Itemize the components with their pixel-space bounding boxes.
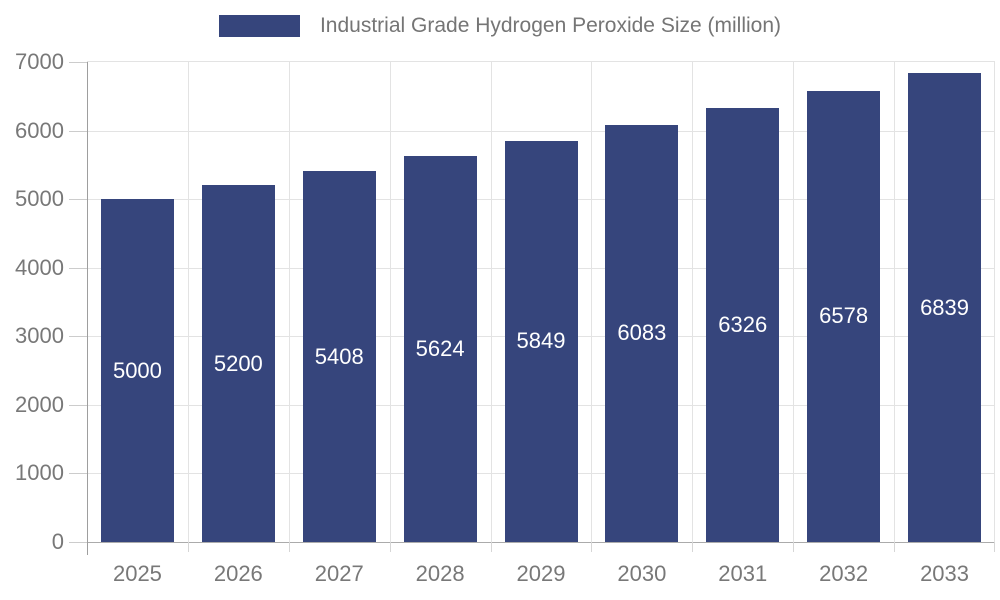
x-axis-tick (994, 542, 995, 552)
y-axis-label: 5000 (15, 186, 64, 212)
bar-2030 (605, 124, 679, 542)
y-axis-tick (69, 62, 87, 63)
bar-2026 (201, 185, 275, 542)
bar-2033 (908, 73, 982, 542)
legend-swatch (218, 15, 300, 37)
x-axis-label: 2033 (920, 561, 970, 586)
x-axis-tick (288, 542, 290, 552)
bar-value-label: 6083 (617, 320, 667, 346)
y-axis-tick (69, 542, 87, 543)
x-axis-line (87, 542, 995, 543)
x-axis-label: 2031 (718, 561, 768, 586)
x-axis-tick (692, 542, 694, 552)
x-axis-label: 2029 (516, 561, 566, 586)
bar-2028 (403, 156, 477, 542)
x-axis-label: 2032 (819, 561, 869, 586)
bar-2025 (100, 199, 174, 542)
x-axis-tick (894, 542, 896, 552)
legend-label: Industrial Grade Hydrogen Peroxide Size … (319, 14, 782, 37)
v-gridline (894, 62, 896, 542)
y-axis-line (87, 62, 88, 555)
x-axis-tick (793, 542, 795, 552)
x-axis-tick (490, 542, 492, 552)
legend[interactable]: Industrial Grade Hydrogen Peroxide Size … (0, 14, 1000, 38)
x-axis-label: 2027 (314, 561, 364, 586)
v-gridline (288, 62, 290, 542)
y-axis-label: 1000 (15, 460, 64, 486)
bar-value-label: 5624 (415, 336, 465, 362)
y-axis-tick (69, 130, 87, 132)
bar-2031 (706, 108, 780, 542)
x-axis-tick (591, 542, 593, 552)
y-axis-label: 6000 (15, 117, 64, 143)
v-gridline (994, 62, 995, 542)
v-gridline (187, 62, 189, 542)
y-axis-label: 0 (51, 529, 64, 554)
x-axis-label: 2026 (213, 561, 263, 586)
y-axis-tick (69, 336, 87, 338)
v-gridline (793, 62, 795, 542)
v-gridline (389, 62, 391, 542)
bar-value-label: 6578 (819, 303, 869, 329)
x-axis-tick (389, 542, 391, 552)
bar-value-label: 5200 (213, 350, 263, 376)
y-axis-tick (69, 199, 87, 201)
y-axis-tick (69, 404, 87, 406)
bar-2029 (504, 140, 578, 542)
h-gridline (87, 130, 995, 132)
v-gridline (591, 62, 593, 542)
bar-2027 (302, 171, 376, 542)
bar-value-label: 5408 (314, 343, 364, 369)
bar-value-label: 5849 (516, 328, 566, 354)
y-axis-label: 2000 (15, 391, 64, 417)
y-axis-label: 3000 (15, 323, 64, 349)
bar-value-label: 6326 (718, 312, 768, 338)
bar-value-label: 6839 (920, 294, 970, 320)
y-axis-tick (69, 473, 87, 475)
x-axis-label: 2025 (112, 561, 162, 586)
y-axis-label: 7000 (15, 49, 64, 74)
h-gridline (87, 61, 995, 62)
y-axis-label: 4000 (15, 254, 64, 280)
x-axis-label: 2030 (617, 561, 667, 586)
v-gridline (490, 62, 492, 542)
v-gridline (692, 62, 694, 542)
bar-value-label: 5000 (112, 357, 162, 383)
x-axis-label: 2028 (415, 561, 465, 586)
plot-area: 0 1000 2000 3000 4000 5000 6000 7000 5000 2025 520… (15, 49, 995, 586)
y-axis-tick (69, 267, 87, 269)
x-axis-tick (187, 542, 189, 552)
bar-2032 (807, 90, 881, 542)
